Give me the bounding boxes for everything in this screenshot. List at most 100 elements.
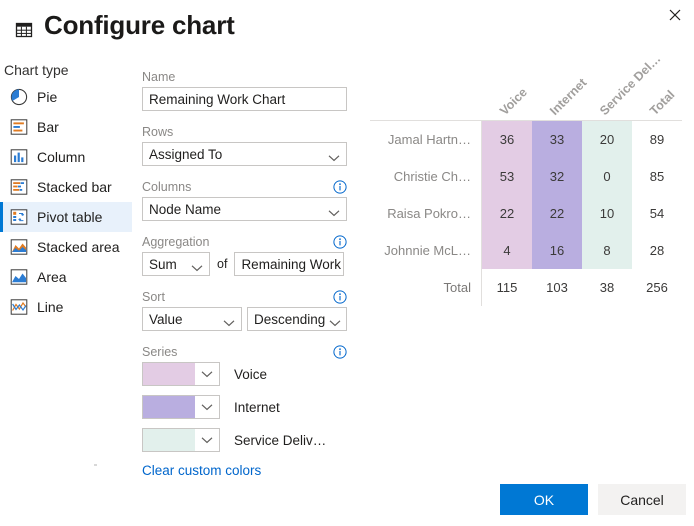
columns-label: Columns — [142, 180, 192, 194]
table-cell: 85 — [632, 158, 682, 195]
row-label: Jamal Hartn… — [370, 120, 482, 158]
series-color-picker[interactable] — [142, 395, 220, 419]
sort-direction-value: Descending — [254, 311, 326, 327]
series-color-picker[interactable] — [142, 428, 220, 452]
aggregation-field-value: Remaining Work — [241, 256, 341, 272]
series-color-picker[interactable] — [142, 362, 220, 386]
close-icon[interactable] — [660, 2, 690, 28]
sort-direction-select[interactable]: Descending — [247, 307, 347, 331]
table-cell: 8 — [582, 232, 632, 269]
column-header-label: Total — [647, 87, 678, 118]
chart-type-item-label: Stacked bar — [37, 179, 112, 195]
chart-type-item-label: Column — [37, 149, 86, 165]
chart-type-item-label: Pie — [37, 89, 58, 105]
rows-select[interactable]: Assigned To — [142, 142, 347, 166]
total-label: Total — [370, 269, 482, 306]
info-icon[interactable] — [333, 345, 347, 359]
chart-type-item-pie[interactable]: Pie — [0, 82, 132, 112]
total-cell: 38 — [599, 280, 615, 295]
series-name: Service Deliv… — [234, 432, 327, 448]
chart-type-item-area[interactable]: Area — [0, 262, 132, 292]
chart-type-item-stacked-area[interactable]: Stacked area — [0, 232, 132, 262]
table-cell: 33 — [532, 120, 582, 158]
chart-type-item-label: Area — [37, 269, 67, 285]
name-label: Name — [142, 70, 176, 84]
bar-chart-icon — [10, 118, 28, 136]
series-name: Internet — [234, 399, 280, 415]
table-row: Raisa Pokro… 22 22 10 54 — [370, 195, 682, 232]
chart-type-label: Chart type — [4, 62, 69, 78]
pie-chart-icon — [10, 88, 28, 106]
chevron-down-icon — [195, 403, 219, 411]
series-row: Internet — [142, 395, 347, 419]
column-header-internet: Internet — [532, 62, 589, 121]
chart-type-item-label: Line — [37, 299, 64, 315]
color-swatch — [143, 396, 195, 418]
table-cell: 36 — [481, 120, 532, 158]
chart-type-item-label: Bar — [37, 119, 59, 135]
total-cell: 256 — [646, 280, 668, 295]
line-chart-icon — [10, 298, 28, 316]
table-cell: 53 — [481, 158, 532, 195]
chart-settings-form: Name Remaining Work Chart Rows Assigned … — [142, 70, 347, 480]
corner-cell — [370, 62, 482, 121]
chart-type-panel: Chart type Pie Bar — [0, 62, 132, 322]
table-cell: 54 — [632, 195, 682, 232]
table-row: Christie Ch… 53 32 0 85 — [370, 158, 682, 195]
column-chart-icon — [10, 148, 28, 166]
chevron-down-icon — [195, 436, 219, 444]
aggregation-field-select[interactable]: Remaining Work — [234, 252, 345, 276]
chart-type-item-stacked-bar[interactable]: Stacked bar — [0, 172, 132, 202]
page-title: Configure chart — [44, 10, 235, 40]
area-chart-icon — [10, 268, 28, 286]
rows-select-value: Assigned To — [149, 146, 223, 162]
columns-select[interactable]: Node Name — [142, 197, 347, 221]
pivot-table: Voice Internet Service Del… Total Jamal … — [370, 52, 682, 306]
total-cell: 103 — [546, 280, 568, 295]
table-cell: 20 — [582, 120, 632, 158]
ok-button[interactable]: OK — [500, 484, 588, 515]
table-cell: 89 — [632, 120, 682, 158]
chevron-down-icon — [223, 315, 235, 327]
series-row: Service Deliv… — [142, 428, 347, 452]
pivot-table-icon — [10, 208, 28, 226]
chevron-down-icon — [328, 150, 340, 162]
chevron-down-icon — [195, 370, 219, 378]
color-swatch — [143, 429, 195, 451]
info-icon[interactable] — [333, 290, 347, 304]
column-header-service-delivery: Service Del… — [582, 52, 663, 121]
table-cell: 32 — [532, 158, 582, 195]
sort-label: Sort — [142, 290, 165, 304]
series-name: Voice — [234, 366, 268, 382]
chart-type-item-pivot-table[interactable]: Pivot table — [0, 202, 132, 232]
table-cell: 28 — [632, 232, 682, 269]
info-icon[interactable] — [333, 180, 347, 194]
rows-label: Rows — [142, 125, 174, 139]
table-cell: 22 — [481, 195, 532, 232]
total-cell: 115 — [496, 280, 518, 295]
chevron-down-icon — [191, 260, 203, 272]
column-header-voice: Voice — [482, 62, 533, 121]
table-cell: 10 — [582, 195, 632, 232]
row-label: Christie Ch… — [370, 158, 482, 195]
info-icon[interactable] — [333, 235, 347, 249]
row-label: Raisa Pokro… — [370, 195, 482, 232]
cancel-button[interactable]: Cancel — [598, 484, 686, 515]
chart-type-item-column[interactable]: Column — [0, 142, 132, 172]
chart-type-item-line[interactable]: Line — [0, 292, 132, 322]
name-input[interactable]: Remaining Work Chart — [142, 87, 347, 111]
chart-type-item-label: Stacked area — [37, 239, 120, 255]
table-total-row: Total 115 103 38 256 — [370, 269, 682, 306]
table-grid-icon — [14, 20, 34, 40]
aggregation-function-select[interactable]: Sum — [142, 252, 210, 276]
aggregation-row: Sum of Remaining Work — [142, 252, 347, 276]
stacked-area-chart-icon — [10, 238, 28, 256]
sort-by-select[interactable]: Value — [142, 307, 242, 331]
series-label: Series — [142, 345, 178, 359]
chevron-down-icon — [329, 315, 341, 327]
series-row: Voice — [142, 362, 347, 386]
column-header-total: Total — [632, 62, 682, 121]
aggregation-function-value: Sum — [149, 256, 177, 272]
chart-type-item-bar[interactable]: Bar — [0, 112, 132, 142]
clear-custom-colors-link[interactable]: Clear custom colors — [142, 463, 262, 478]
